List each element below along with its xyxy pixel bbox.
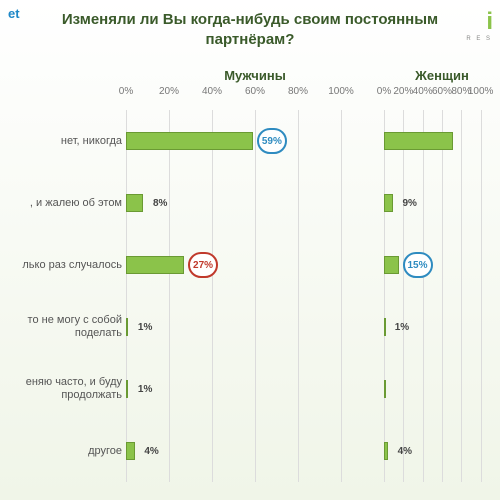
category-label: другое [0, 420, 126, 482]
bar-row: 59% [126, 110, 384, 172]
chart-men-axis: 0%20%40%60%80%100% [126, 86, 384, 110]
bar-value: 1% [132, 376, 158, 402]
bar-row [384, 110, 500, 172]
bar [384, 256, 399, 274]
bar-value: 1% [132, 314, 158, 340]
bar-row: 4% [384, 420, 500, 482]
chart-men-title: Мужчины [126, 68, 384, 86]
chart-women-title: Женщин [384, 68, 500, 86]
bar-value: 9% [397, 190, 423, 216]
bar-row: 8% [126, 172, 384, 234]
bar-value: 15% [403, 252, 433, 278]
category-label: , и жалею об этом [0, 172, 126, 234]
bar-value: 27% [188, 252, 218, 278]
axis-tick: 100% [468, 86, 494, 97]
category-label: еняю часто, и буду продолжать [0, 358, 126, 420]
page-title: Изменяли ли Вы когда-нибудь своим постоя… [0, 10, 500, 49]
axis-tick: 80% [288, 86, 308, 97]
bar-value: 4% [392, 438, 418, 464]
chart-men: Мужчины 0%20%40%60%80%100% 59%8%27%1%1%4… [126, 68, 384, 488]
category-labels-column: нет, никогда , и жалею об этом лько раз … [0, 68, 126, 488]
chart-women-axis: 0%20%40%60%80%100% [384, 86, 500, 110]
chart-men-plot: 59% 8% 27% 1% 1% 4% [126, 110, 384, 482]
axis-tick: 60% [245, 86, 265, 97]
chart-women: Женщин 0%20%40%60%80%100% 9% 15% 1% 4% [384, 68, 500, 488]
bar [384, 442, 388, 460]
bar [384, 380, 386, 398]
chart-women-plot: 9% 15% 1% 4% [384, 110, 500, 482]
bar-row: 27% [126, 234, 384, 296]
bar-value: 1% [389, 314, 415, 340]
axis-tick: 20% [393, 86, 413, 97]
bar-value: 4% [139, 438, 165, 464]
axis-tick: 0% [119, 86, 133, 97]
bar [126, 318, 128, 336]
axis-tick: 20% [159, 86, 179, 97]
axis-tick: 0% [377, 86, 391, 97]
bar [384, 194, 393, 212]
category-label: то не могу с собой поделать [0, 296, 126, 358]
bar-row: 1% [126, 296, 384, 358]
bar [126, 442, 135, 460]
axis-tick: 40% [202, 86, 222, 97]
bar-value: 59% [257, 128, 287, 154]
bar-row: 4% [126, 420, 384, 482]
bar [126, 256, 184, 274]
bar-row: 9% [384, 172, 500, 234]
bar-row [384, 358, 500, 420]
axis-tick: 40% [413, 86, 433, 97]
bar [384, 318, 386, 336]
category-label: нет, никогда [0, 110, 126, 172]
axis-tick: 60% [432, 86, 452, 97]
bar [126, 132, 253, 150]
bar [126, 194, 143, 212]
bar [384, 132, 453, 150]
bar [126, 380, 128, 398]
category-label: лько раз случалось [0, 234, 126, 296]
bar-row: 1% [126, 358, 384, 420]
charts-area: нет, никогда , и жалею об этом лько раз … [0, 68, 500, 488]
axis-tick: 100% [328, 86, 354, 97]
bar-row: 15% [384, 234, 500, 296]
bar-row: 1% [384, 296, 500, 358]
bar-value: 8% [147, 190, 173, 216]
